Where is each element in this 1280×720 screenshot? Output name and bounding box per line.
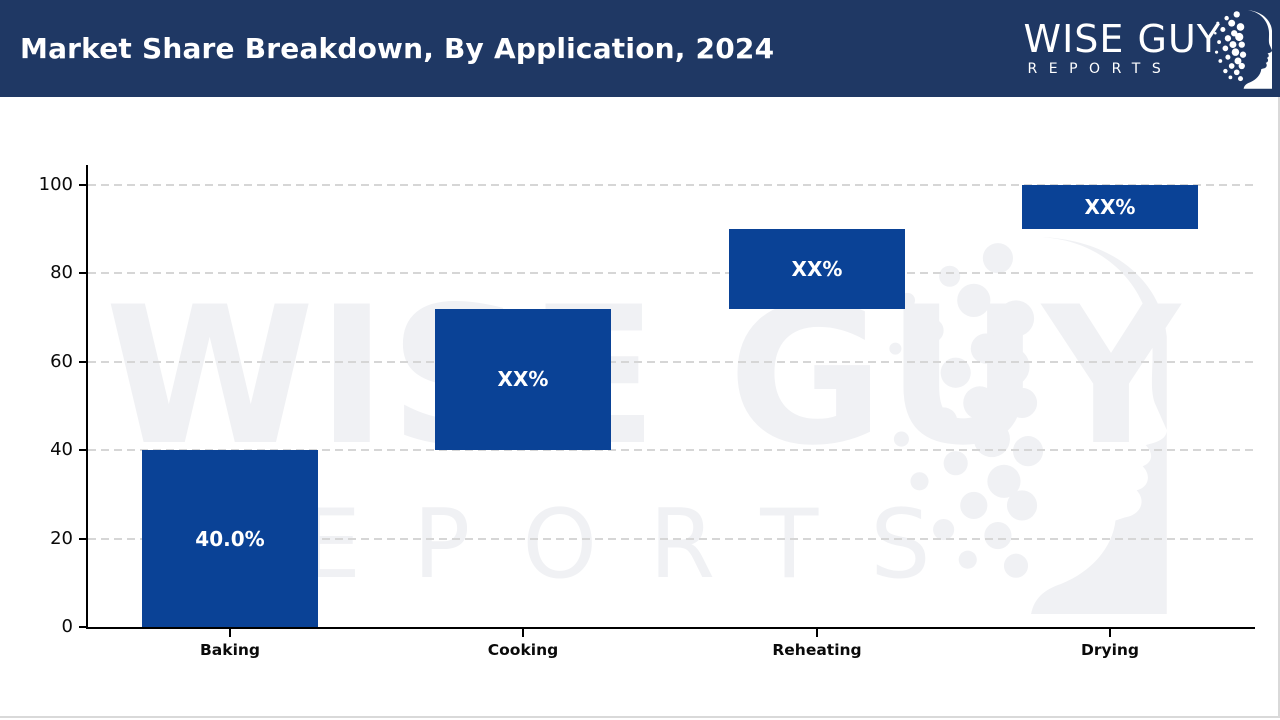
y-gridline (88, 360, 1255, 363)
x-tick-mark (1109, 629, 1111, 637)
bar-cooking: XX% (435, 308, 611, 451)
y-tick-label: 60 (50, 350, 73, 372)
bar-value-label: XX% (791, 256, 843, 281)
y-tick-mark (79, 184, 87, 186)
bar-value-label: XX% (1084, 195, 1136, 220)
y-tick-mark (79, 537, 87, 540)
y-tick-label: 100 (38, 174, 73, 195)
y-tick-mark (79, 272, 87, 275)
bar-value-label: XX% (497, 367, 549, 392)
logo-wordmark: WISE GUY (1023, 17, 1221, 61)
x-axis-label: Baking (199, 641, 261, 659)
y-tick-mark (79, 449, 87, 452)
y-gridline (88, 449, 1255, 452)
y-tick-label: 20 (50, 527, 73, 549)
x-tick-mark (522, 629, 524, 637)
y-axis-spine (86, 165, 88, 629)
y-gridline (88, 537, 1255, 540)
x-axis-label: Cooking (487, 641, 559, 659)
y-tick-label: 80 (50, 262, 73, 284)
bar-baking: 40.0% (142, 450, 318, 627)
bottom-hairline (0, 716, 1280, 718)
y-tick-mark (79, 360, 87, 363)
y-gridline (88, 272, 1255, 275)
wise-guy-logo: WISE GUY REPORTS (1024, 8, 1280, 90)
x-axis-label: Reheating (772, 641, 862, 659)
y-gridline (88, 184, 1255, 186)
y-tick-label: 0 (61, 616, 73, 637)
wise-guy-face-icon (1214, 9, 1272, 89)
y-tick-mark (79, 626, 87, 628)
x-axis-spine (86, 627, 1255, 629)
logo-text: WISE GUY REPORTS (1024, 20, 1221, 77)
y-tick-label: 40 (50, 439, 73, 461)
x-tick-mark (816, 629, 818, 637)
bar-reheating: XX% (729, 229, 905, 309)
logo-subtitle: REPORTS (1027, 61, 1173, 77)
bar-drying: XX% (1022, 185, 1198, 230)
x-axis-label: Drying (1080, 641, 1140, 659)
page-title: Market Share Breakdown, By Application, … (20, 32, 775, 65)
x-tick-mark (229, 629, 231, 637)
header-bar: Market Share Breakdown, By Application, … (0, 0, 1280, 97)
right-hairline (1278, 97, 1280, 718)
bar-value-label: 40.0% (195, 526, 265, 551)
